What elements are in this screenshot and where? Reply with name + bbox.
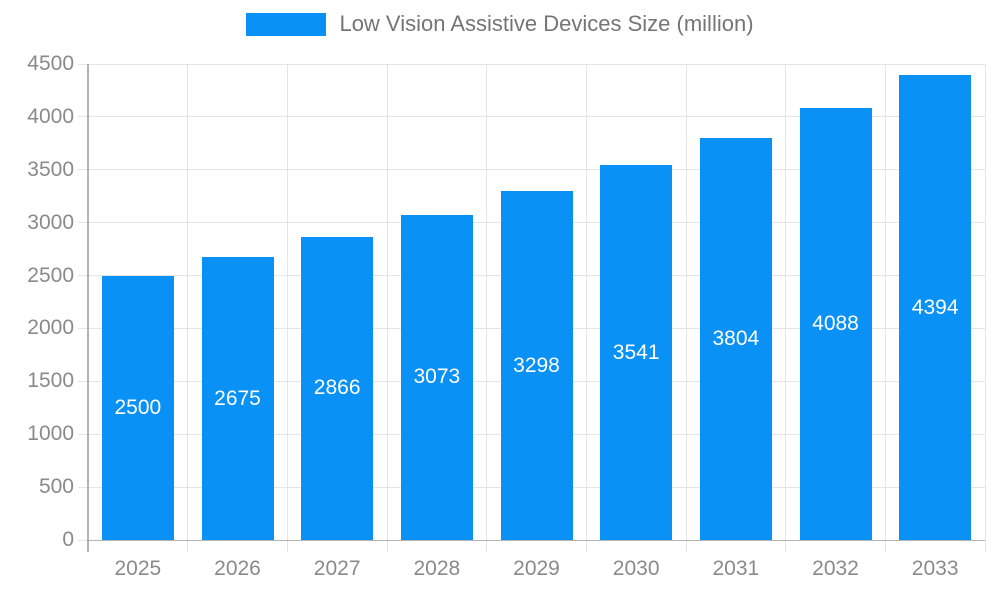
x-gridline (984, 64, 986, 552)
y-axis-tick-label: 3000 (27, 210, 74, 234)
y-axis-tick-label: 2000 (27, 316, 74, 340)
x-gridline (486, 64, 488, 552)
x-gridline (286, 64, 288, 552)
y-axis-tick-label: 3500 (27, 157, 74, 181)
y-axis-tick-label: 1000 (27, 422, 74, 446)
x-gridline (585, 64, 587, 552)
y-axis-tick-label: 4000 (27, 104, 74, 128)
y-axis-line (87, 64, 89, 552)
y-axis-tick-label: 2500 (27, 263, 74, 287)
x-axis-tick-label: 2027 (313, 557, 361, 580)
bar[interactable] (899, 75, 972, 540)
x-axis-tick-label: 2030 (612, 557, 660, 580)
x-axis-tick-label: 2029 (513, 557, 560, 580)
bar[interactable] (101, 275, 174, 540)
bar[interactable] (699, 137, 772, 540)
x-gridline (187, 64, 189, 552)
legend-label: Low Vision Assistive Devices Size (milli… (339, 11, 754, 36)
x-axis-tick-label: 2028 (413, 557, 461, 580)
x-gridline (386, 64, 388, 552)
x-axis-tick-label: 2025 (114, 557, 162, 580)
y-gridline (78, 116, 985, 118)
y-axis-tick-label: 500 (38, 475, 74, 499)
legend-swatch (246, 12, 327, 36)
x-axis-tick-label: 2031 (712, 557, 760, 580)
x-gridline (884, 64, 886, 552)
x-axis-tick-label: 2032 (812, 557, 859, 580)
x-gridline (785, 64, 787, 552)
y-axis-tick-label: 1500 (27, 369, 74, 393)
x-axis-line (88, 539, 985, 541)
x-gridline (685, 64, 687, 552)
bar[interactable] (201, 257, 274, 540)
y-axis-tick-label: 0 (62, 528, 74, 551)
bar[interactable] (600, 165, 673, 540)
y-gridline (78, 169, 985, 171)
bar[interactable] (400, 214, 473, 540)
x-axis-tick-label: 2033 (911, 557, 959, 580)
x-axis-tick-label: 2026 (214, 557, 261, 580)
bar[interactable] (500, 191, 573, 540)
bar[interactable] (301, 236, 374, 540)
legend[interactable]: Low Vision Assistive Devices Size (milli… (0, 0, 1000, 48)
y-axis-tick-label: 4500 (27, 52, 74, 75)
bar[interactable] (799, 107, 872, 540)
y-gridline (78, 63, 985, 65)
